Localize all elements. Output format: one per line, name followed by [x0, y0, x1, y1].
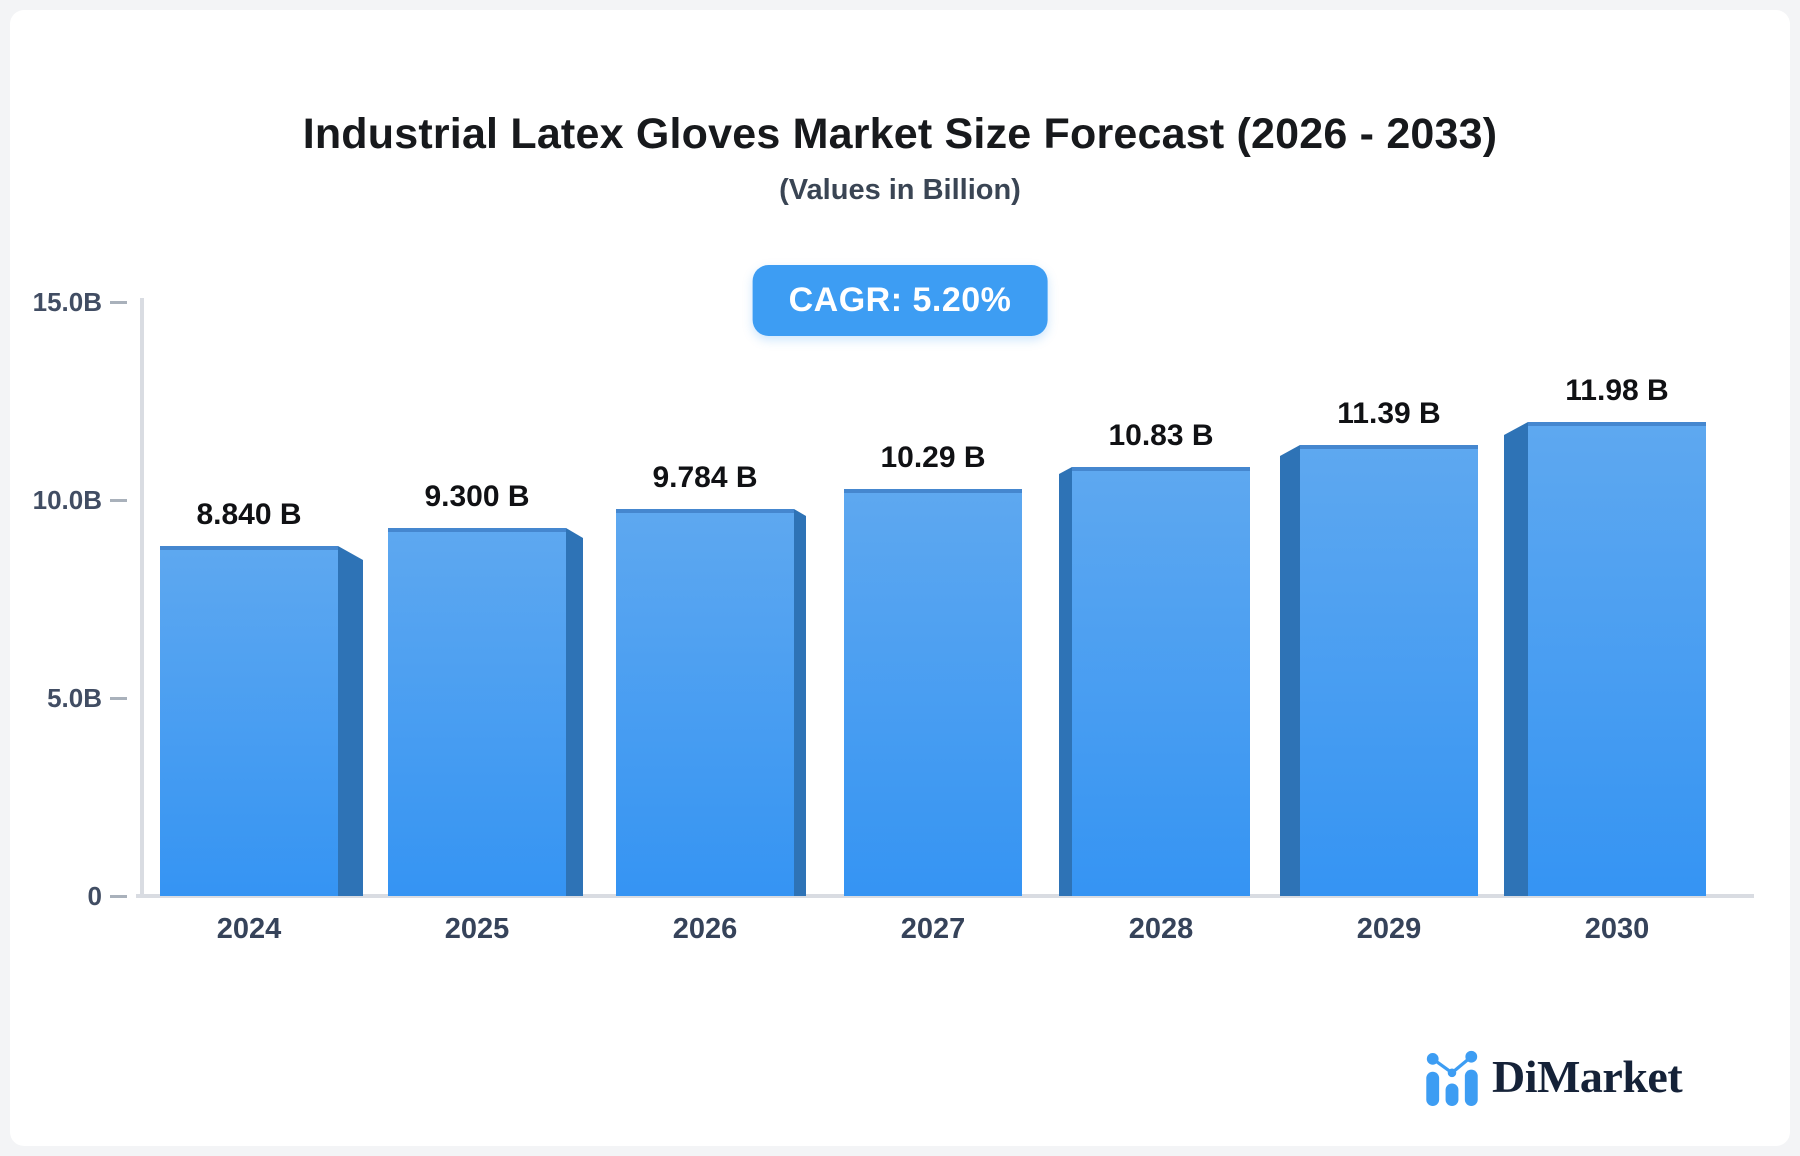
bar-2027[interactable] — [844, 489, 1022, 896]
x-tick-label-2026: 2026 — [672, 913, 738, 945]
bar-top-edge — [160, 546, 338, 550]
y-tick-mark — [110, 895, 127, 898]
bar-2029[interactable] — [1300, 445, 1478, 896]
bar-value-label: 8.840 B — [196, 498, 302, 531]
y-tick-label: 5.0B — [47, 683, 102, 713]
bar-top-edge — [1300, 445, 1478, 449]
y-tick-mark — [110, 301, 127, 304]
cagr-badge: CAGR: 5.20% — [752, 265, 1048, 336]
bar-3d-side — [566, 528, 583, 896]
bar-top-edge — [844, 489, 1022, 493]
bar-value-label: 10.83 B — [1108, 419, 1214, 452]
y-axis-line — [140, 298, 144, 898]
bar-2028[interactable] — [1072, 467, 1250, 896]
bar-3d-side — [1280, 445, 1300, 896]
bar-3d-side — [338, 546, 363, 896]
bar-top-edge — [1072, 467, 1250, 471]
brand-name: DiMarket — [1492, 1050, 1683, 1102]
bar-2030[interactable] — [1528, 422, 1706, 896]
chart-title: Industrial Latex Gloves Market Size Fore… — [302, 110, 1498, 158]
y-tick-label: 0 — [87, 881, 102, 911]
x-tick-label-2025: 2025 — [444, 913, 510, 945]
x-tick-label-2030: 2030 — [1584, 913, 1650, 945]
y-tick-mark — [110, 499, 127, 502]
x-tick-label-2027: 2027 — [900, 913, 966, 945]
bar-2026[interactable] — [616, 509, 794, 896]
bar-top-edge — [388, 528, 566, 532]
y-tick-mark — [110, 697, 127, 700]
y-tick-label: 15.0B — [32, 287, 102, 317]
bar-value-label: 11.98 B — [1565, 374, 1669, 407]
chart-card: Industrial Latex Gloves Market Size Fore… — [10, 10, 1790, 1146]
bar-value-label: 9.300 B — [424, 480, 530, 513]
chart-subtitle: (Values in Billion) — [779, 174, 1021, 206]
y-tick-label: 10.0B — [32, 485, 102, 515]
bar-3d-side — [794, 509, 806, 896]
bar-top-edge — [616, 509, 794, 513]
x-tick-label-2028: 2028 — [1128, 913, 1194, 945]
dimarket-bars-icon — [1426, 1046, 1478, 1106]
bar-value-label: 9.784 B — [652, 461, 758, 494]
x-tick-label-2024: 2024 — [216, 913, 282, 945]
bar-value-label: 11.39 B — [1337, 397, 1441, 430]
bar-2025[interactable] — [388, 528, 566, 896]
x-tick-label-2029: 2029 — [1356, 913, 1422, 945]
bar-top-edge — [1528, 422, 1706, 426]
bar-value-label: 10.29 B — [880, 441, 986, 474]
bar-3d-side — [1504, 422, 1528, 896]
x-axis-line — [136, 894, 1754, 898]
bar-2024[interactable] — [160, 546, 338, 896]
bar-3d-side — [1059, 467, 1072, 896]
brand-logo[interactable]: DiMarket — [1426, 1046, 1683, 1106]
